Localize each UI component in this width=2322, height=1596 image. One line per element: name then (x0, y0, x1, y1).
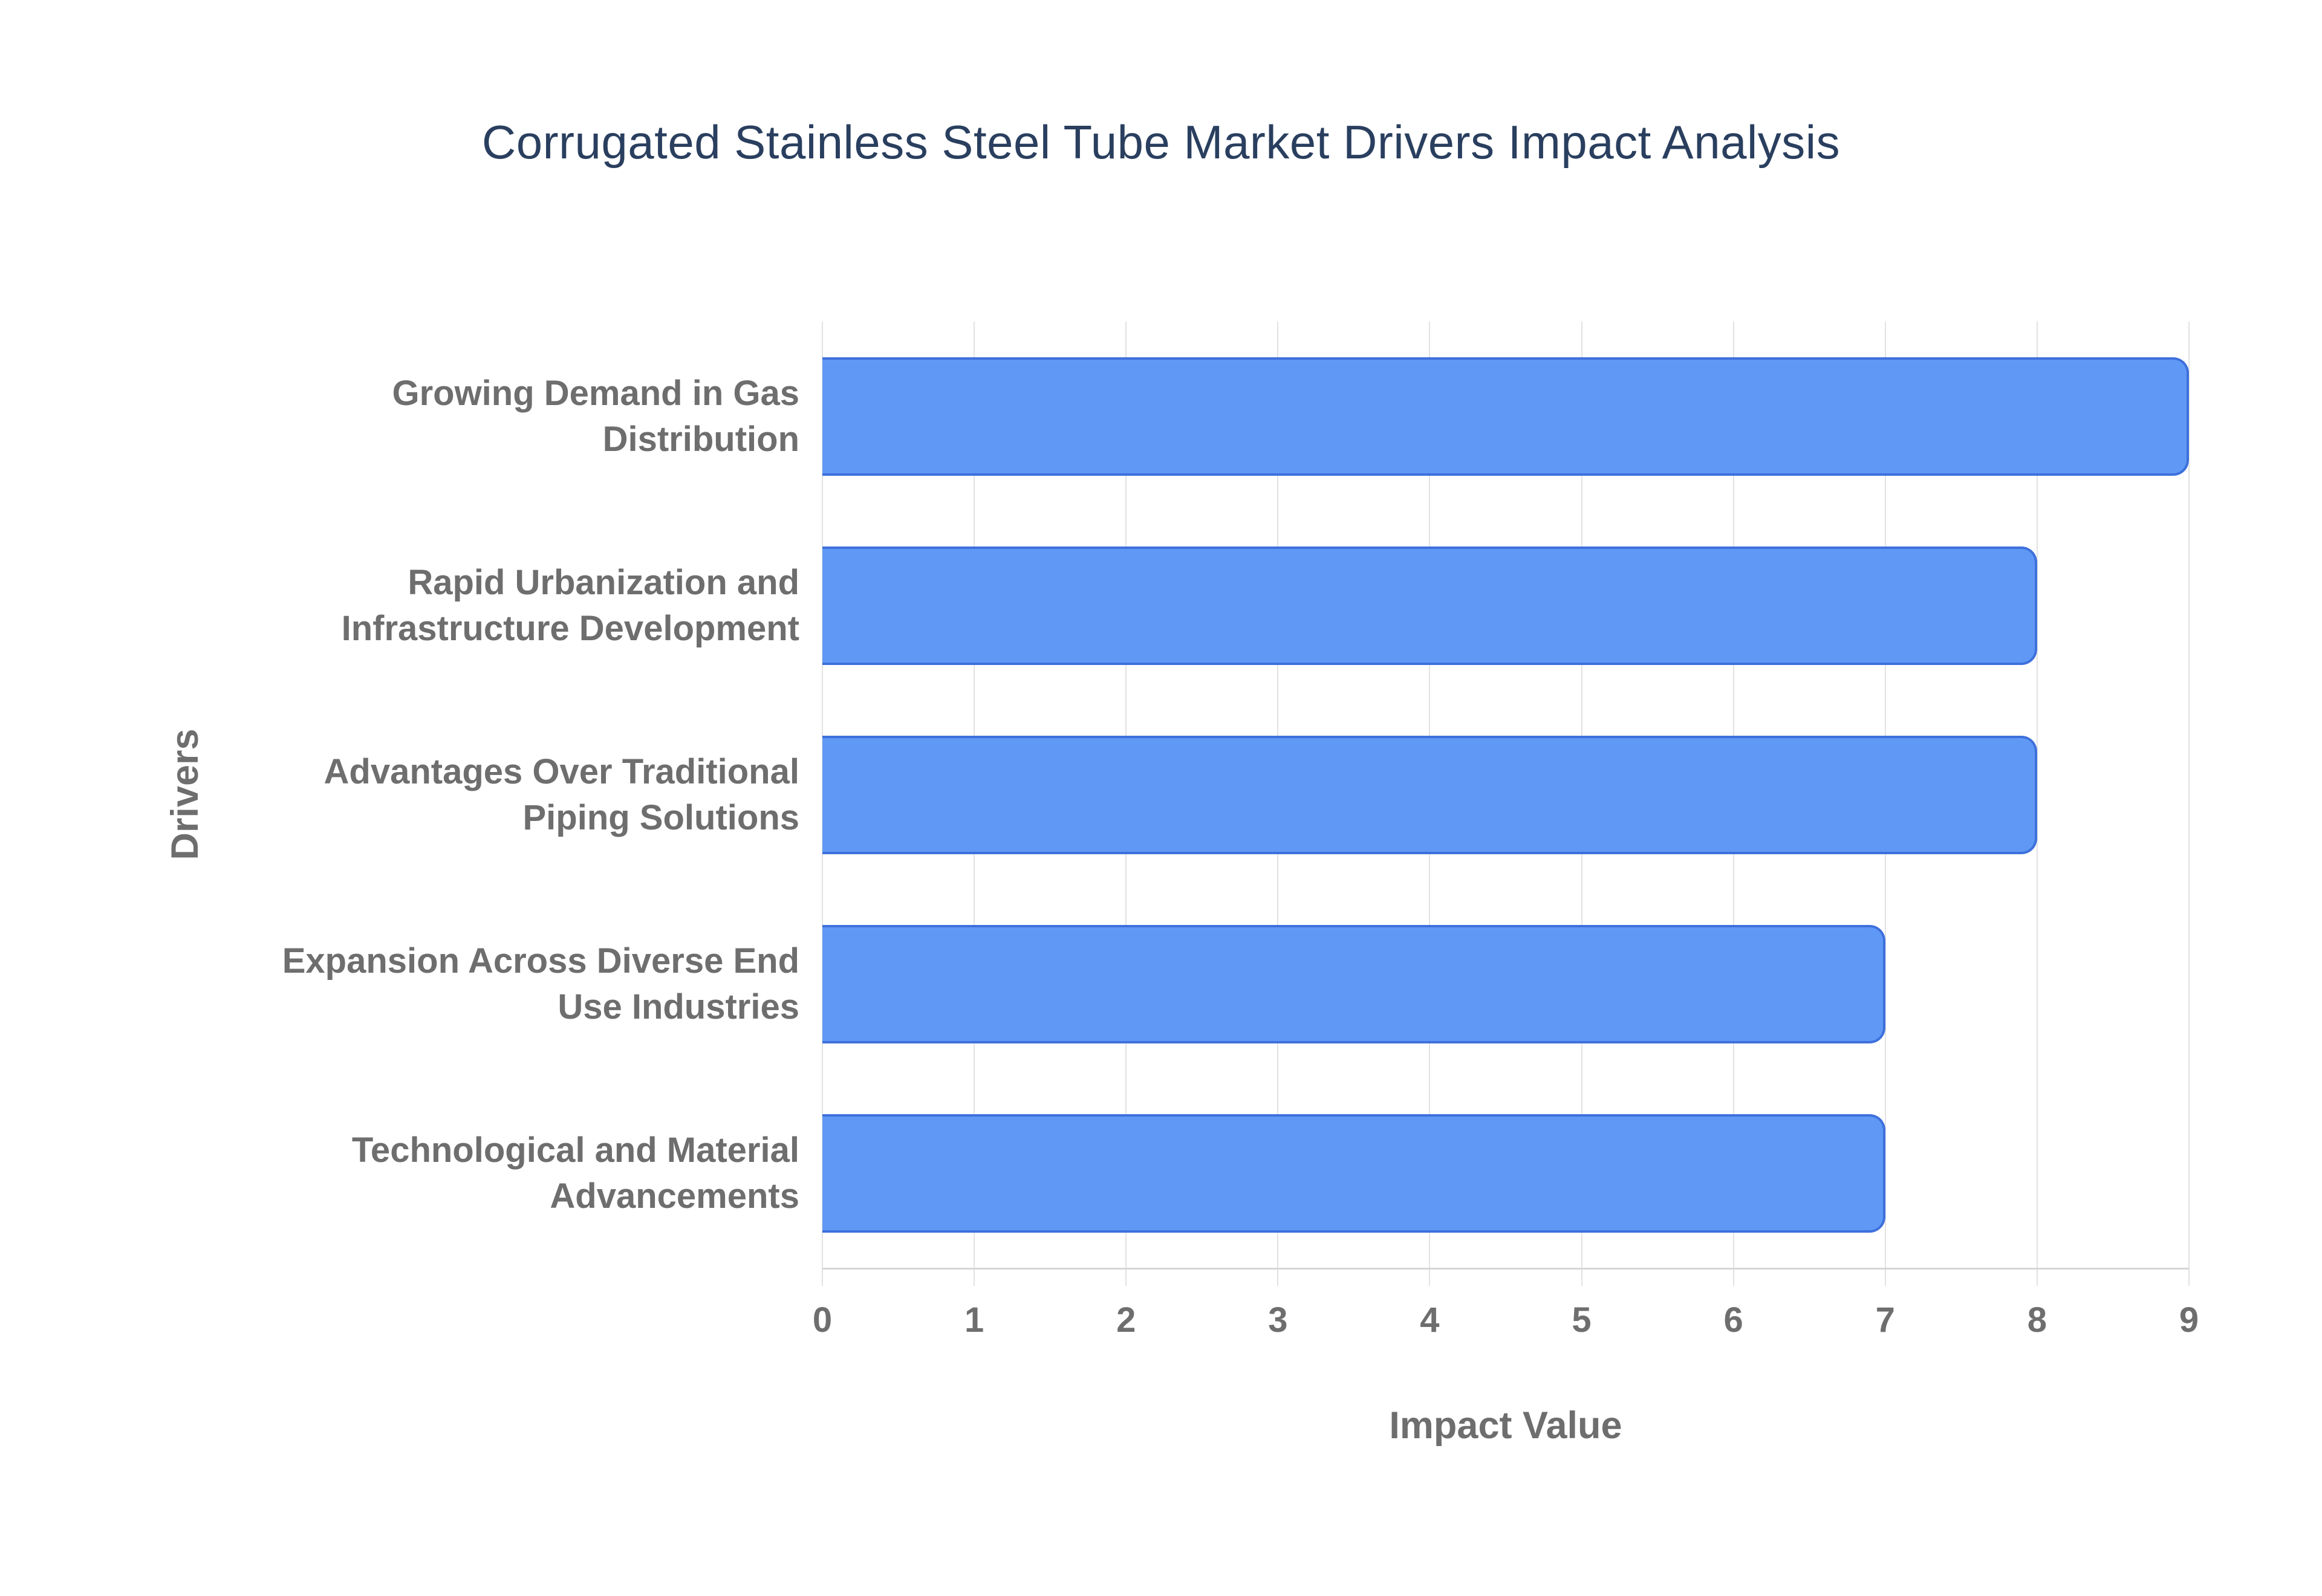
category-label-3: Expansion Across Diverse End Use Industr… (282, 941, 799, 1027)
x-axis-title: Impact Value (1389, 1404, 1622, 1447)
gridline-x-8 (2036, 322, 2038, 1286)
x-axis-line (822, 1268, 2189, 1270)
bar-1 (822, 546, 2037, 665)
category-label-0: Growing Demand in Gas Distribution (392, 373, 799, 459)
plot-area (822, 322, 2190, 1286)
x-tick-label-2: 2 (1116, 1300, 1136, 1340)
category-label-1: Rapid Urbanization and Infrastructure De… (341, 562, 799, 648)
x-tick-label-3: 3 (1268, 1300, 1288, 1340)
gridline-x-9 (2188, 322, 2190, 1286)
category-label-4: Technological and Material Advancements (351, 1130, 799, 1216)
x-tick-label-6: 6 (1723, 1300, 1743, 1340)
x-tick-label-0: 0 (812, 1300, 833, 1340)
x-tick-label-7: 7 (1875, 1300, 1895, 1340)
bar-0 (822, 357, 2189, 476)
bar-4 (822, 1114, 1885, 1233)
x-tick-label-4: 4 (1420, 1300, 1440, 1340)
x-tick-label-8: 8 (2027, 1300, 2047, 1340)
x-tick-label-9: 9 (2179, 1300, 2199, 1340)
x-tick-label-1: 1 (964, 1300, 984, 1340)
y-axis-title: Drivers (164, 728, 206, 860)
category-label-2: Advantages Over Traditional Piping Solut… (324, 751, 799, 837)
bar-2 (822, 735, 2037, 854)
chart-title: Corrugated Stainless Steel Tube Market D… (481, 115, 1841, 169)
bar-3 (822, 924, 1885, 1043)
x-tick-label-5: 5 (1572, 1300, 1592, 1340)
